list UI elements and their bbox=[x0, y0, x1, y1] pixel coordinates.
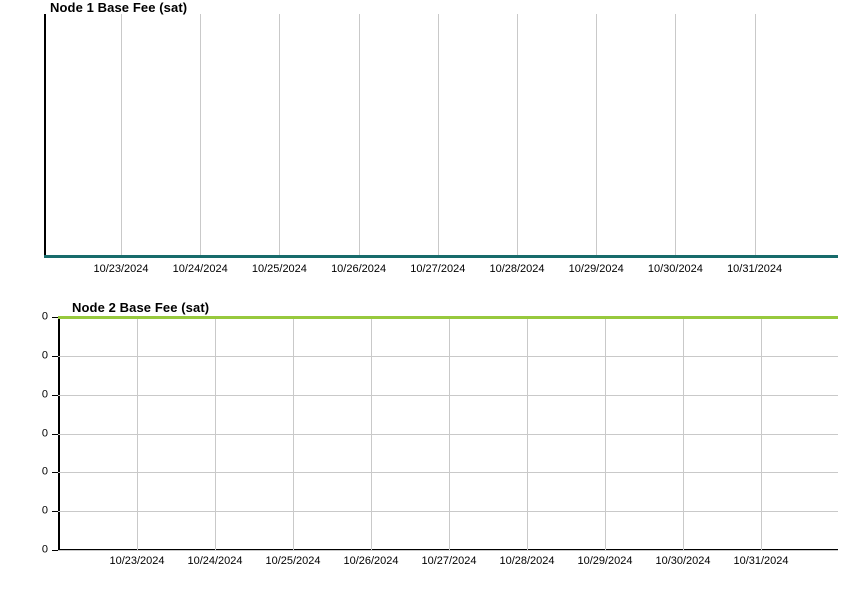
gridline-vertical bbox=[683, 317, 684, 550]
gridline-vertical bbox=[358, 14, 360, 258]
plot-area-node2: 0 0 0 0 0 0 0 bbox=[42, 311, 838, 555]
x-axis-tick-label: 10/27/2024 bbox=[410, 263, 466, 275]
x-axis-tick-label: 10/29/2024 bbox=[568, 263, 624, 275]
gridline-vertical bbox=[596, 14, 598, 258]
x-axis-tick-label: 10/30/2024 bbox=[655, 555, 711, 567]
gridline-vertical bbox=[279, 14, 281, 258]
gridline-horizontal bbox=[58, 356, 838, 357]
x-axis-tick-label: 10/25/2024 bbox=[251, 263, 307, 275]
chart-panel-node2 bbox=[0, 290, 860, 600]
gridline-vertical bbox=[371, 317, 372, 550]
x-axis-tick-label: 10/29/2024 bbox=[577, 555, 633, 567]
y-axis-tick-mark bbox=[52, 317, 58, 318]
gridline-horizontal bbox=[58, 511, 838, 512]
gridline-vertical bbox=[675, 14, 677, 258]
y-axis-tick-mark bbox=[52, 511, 58, 512]
series-line-node1 bbox=[44, 255, 838, 258]
x-axis-labels-node1: 10/23/2024 10/24/2024 10/25/2024 10/26/2024… bbox=[0, 264, 860, 280]
gridline-vertical bbox=[200, 14, 202, 258]
gridline-vertical bbox=[527, 317, 528, 550]
chart-title-node2: Node 2 Base Fee (sat) bbox=[72, 300, 210, 315]
gridline-vertical bbox=[121, 14, 122, 258]
x-axis-tick-label: 10/30/2024 bbox=[647, 263, 703, 275]
y-axis-tick-label: 0 bbox=[41, 427, 48, 440]
gridline-vertical bbox=[754, 14, 756, 258]
y-axis-tick-label: 0 bbox=[41, 310, 48, 323]
y-axis-tick-mark bbox=[52, 550, 58, 551]
gridline-horizontal bbox=[58, 472, 838, 473]
x-axis-tick-label: 10/23/2024 bbox=[109, 555, 165, 567]
gridline-vertical bbox=[761, 317, 762, 550]
y-axis-tick-label: 0 bbox=[41, 349, 48, 362]
plot-area-node1 bbox=[44, 14, 838, 258]
gridline-vertical bbox=[605, 317, 606, 550]
gridline-vertical bbox=[293, 317, 294, 550]
gridline-horizontal bbox=[58, 434, 838, 435]
x-axis-tick-label: 10/28/2024 bbox=[489, 263, 545, 275]
gridline-vertical bbox=[449, 317, 450, 550]
x-axis-tick-label: 10/31/2024 bbox=[727, 263, 783, 275]
y-axis-tick-label: 0 bbox=[41, 543, 48, 556]
chart-panel-node1: Node 1 Base Fee (sat) 10/23/2024 10/24/20… bbox=[0, 0, 860, 290]
x-axis-tick-label: 10/31/2024 bbox=[733, 555, 789, 567]
y-axis-tick-mark bbox=[52, 395, 58, 396]
y-axis-line-node2 bbox=[58, 317, 60, 550]
x-axis-tick-label: 10/27/2024 bbox=[421, 555, 477, 567]
y-axis-tick-label: 0 bbox=[41, 465, 48, 478]
gridline-vertical bbox=[137, 317, 138, 550]
x-axis-line-node2 bbox=[58, 549, 838, 550]
x-axis-tick-label: 10/28/2024 bbox=[499, 555, 555, 567]
x-axis-tick-label: 10/24/2024 bbox=[187, 555, 243, 567]
y-axis-tick-mark bbox=[52, 434, 58, 435]
x-axis-tick-label: 10/23/2024 bbox=[93, 263, 149, 275]
gridline-horizontal bbox=[58, 550, 838, 551]
x-axis-tick-label: 10/26/2024 bbox=[331, 263, 387, 275]
x-axis-labels-node2: 10/23/2024 10/24/2024 10/25/2024 10/26/2024… bbox=[0, 556, 860, 572]
y-axis-tick-mark bbox=[52, 472, 58, 473]
gridline-horizontal bbox=[58, 395, 838, 396]
x-axis-tick-label: 10/26/2024 bbox=[343, 555, 399, 567]
series-line-node2 bbox=[58, 316, 838, 319]
gridline-vertical bbox=[437, 14, 439, 258]
chart-title-node1: Node 1 Base Fee (sat) bbox=[50, 0, 188, 15]
y-axis-tick-label: 0 bbox=[41, 504, 48, 517]
gridline-vertical bbox=[517, 14, 518, 258]
x-axis-tick-label: 10/24/2024 bbox=[172, 263, 228, 275]
y-axis-tick-mark bbox=[52, 356, 58, 357]
x-axis-tick-label: 10/25/2024 bbox=[265, 555, 321, 567]
y-axis-line-node1 bbox=[44, 14, 46, 258]
y-axis-tick-label: 0 bbox=[41, 388, 48, 401]
gridline-vertical bbox=[215, 317, 216, 550]
